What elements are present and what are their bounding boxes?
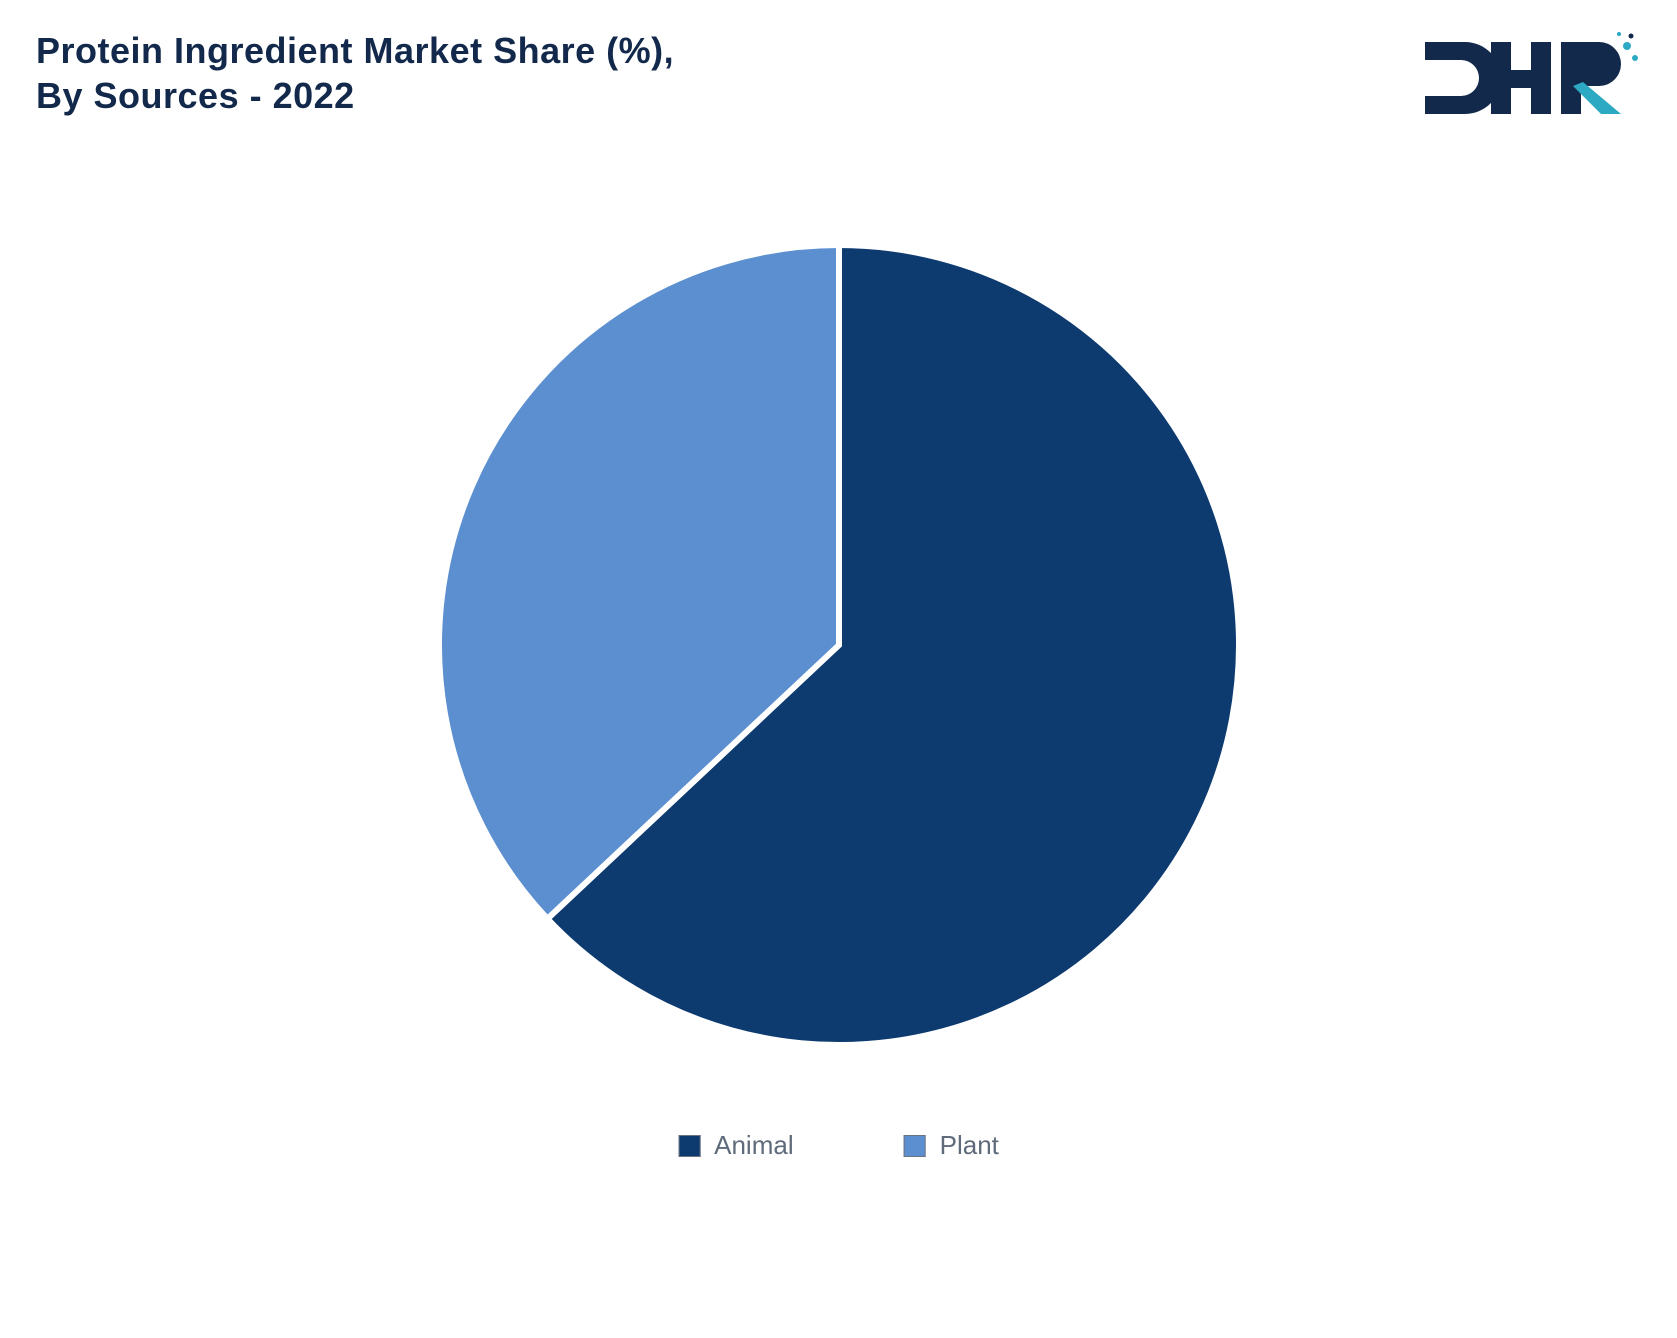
legend-label-plant: Plant — [940, 1130, 999, 1161]
chart-title-block: Protein Ingredient Market Share (%), By … — [36, 28, 674, 118]
chart-title-line2: By Sources - 2022 — [36, 73, 674, 118]
legend-item-plant: Plant — [904, 1130, 999, 1161]
chart-title-line1: Protein Ingredient Market Share (%), — [36, 28, 674, 73]
page-root: Protein Ingredient Market Share (%), By … — [0, 0, 1677, 1338]
dhr-logo-svg — [1421, 24, 1641, 134]
legend: Animal Plant — [678, 1130, 999, 1161]
dhr-logo — [1421, 24, 1641, 134]
legend-label-animal: Animal — [714, 1130, 793, 1161]
pie-chart — [414, 220, 1264, 1070]
legend-swatch-animal — [678, 1135, 700, 1157]
legend-item-animal: Animal — [678, 1130, 793, 1161]
legend-swatch-plant — [904, 1135, 926, 1157]
pie-chart-svg — [414, 220, 1264, 1070]
